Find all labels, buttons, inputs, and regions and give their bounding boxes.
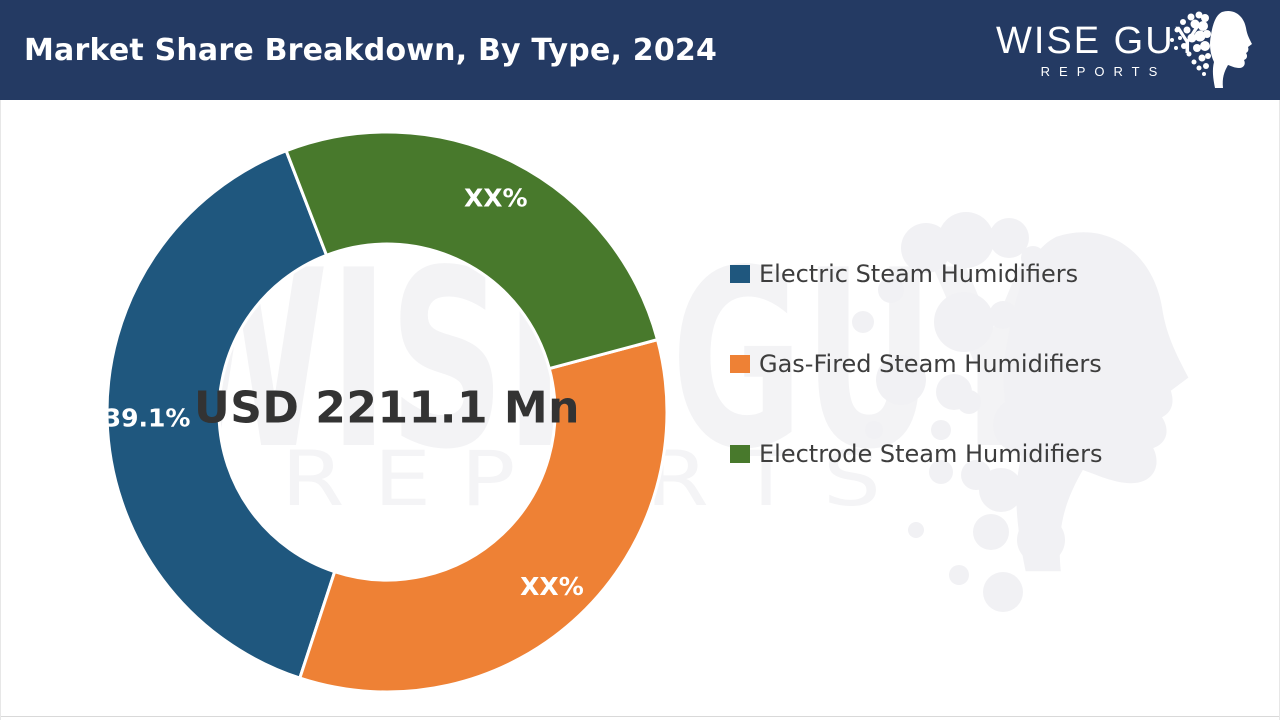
legend-label: Electrode Steam Humidifiers <box>759 440 1103 468</box>
donut-chart: 39.1% XX% XX% <box>104 130 669 694</box>
bottom-divider <box>1 716 1279 717</box>
logo-wordmark: WISE GUY <box>995 19 1202 62</box>
header-bar: Market Share Breakdown, By Type, 2024 WI… <box>0 0 1280 100</box>
legend-label: Gas-Fired Steam Humidifiers <box>759 350 1102 378</box>
page-title: Market Share Breakdown, By Type, 2024 <box>24 32 718 68</box>
donut-slice-1 <box>298 338 669 694</box>
donut-slice-2 <box>284 130 659 371</box>
slice-value-label-2: XX% <box>464 184 528 213</box>
logo-subtext: REPORTS <box>1040 63 1167 79</box>
slice-value-label-0: 39.1% <box>104 404 191 433</box>
chart-legend: Electric Steam Humidifiers Gas-Fired Ste… <box>730 260 1102 530</box>
donut-slice-0 <box>105 149 337 680</box>
legend-item-electric: Electric Steam Humidifiers <box>730 260 1102 288</box>
legend-swatch-electrode <box>730 445 750 463</box>
legend-item-electrode: Electrode Steam Humidifiers <box>730 440 1102 468</box>
chart-center-value: USD 2211.1 Mn <box>194 382 580 434</box>
legend-label: Electric Steam Humidifiers <box>759 260 1079 288</box>
chart-canvas: WISE GUY R E P O R T S 39.1%XX%XX% USD 2… <box>0 100 1280 720</box>
wise-guy-logo: WISE GUY REPORTS <box>996 6 1266 94</box>
legend-item-gas-fired: Gas-Fired Steam Humidifiers <box>730 350 1102 378</box>
watermark-face-dots <box>852 212 1189 612</box>
slice-value-label-1: XX% <box>520 572 584 601</box>
logo-face-dots-icon <box>1170 10 1252 89</box>
legend-swatch-electric <box>730 265 750 283</box>
logo-text: WISE GUY REPORTS <box>996 22 1202 79</box>
legend-swatch-gas-fired <box>730 355 750 373</box>
